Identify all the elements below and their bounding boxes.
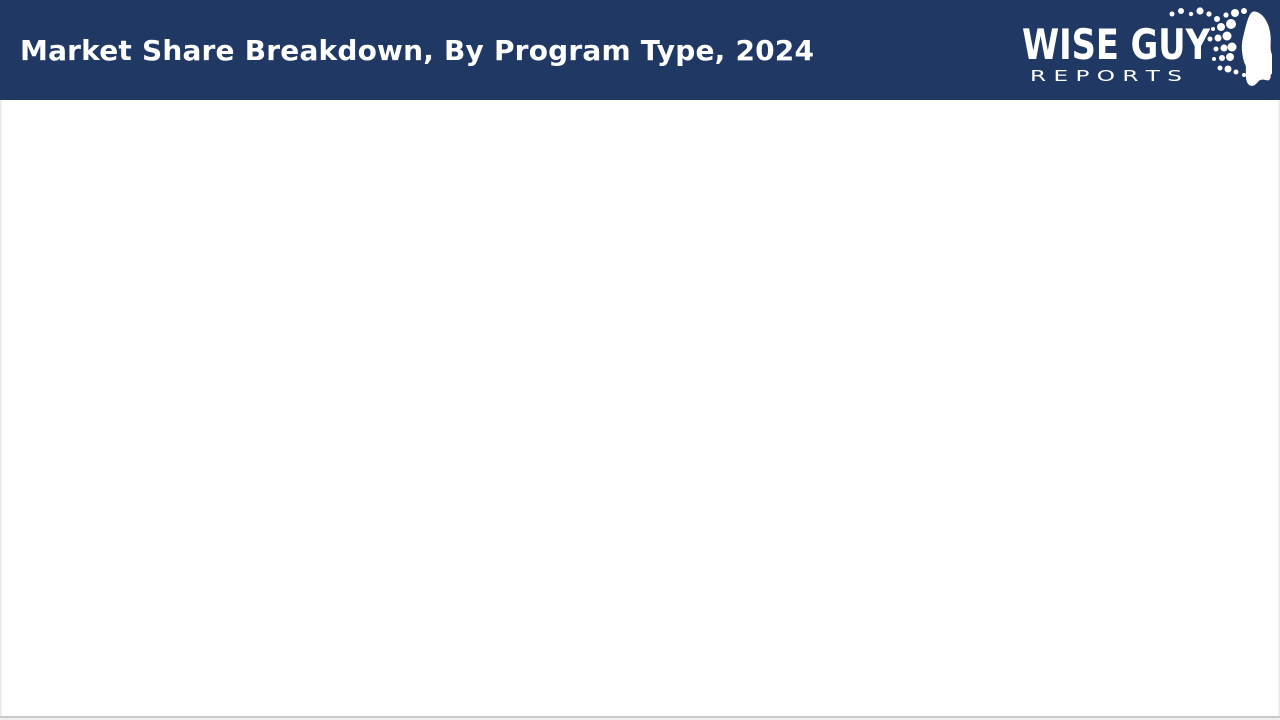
logo-face-profile-icon bbox=[1241, 11, 1272, 86]
logo-wordmark: WISE GUY bbox=[1022, 20, 1210, 69]
bottom-edge-strip bbox=[0, 716, 1280, 720]
logo-tagline: R E P O R T S bbox=[1030, 67, 1182, 85]
chart-canvas-area bbox=[0, 100, 1280, 720]
chart-title: Market Share Breakdown, By Program Type,… bbox=[20, 33, 815, 67]
wiseguy-reports-logo: WISE GUY R E P O R T S bbox=[1022, 7, 1272, 86]
logo-dot-cluster-icon bbox=[1169, 7, 1247, 77]
report-header-bar: Market Share Breakdown, By Program Type,… bbox=[0, 0, 1280, 100]
